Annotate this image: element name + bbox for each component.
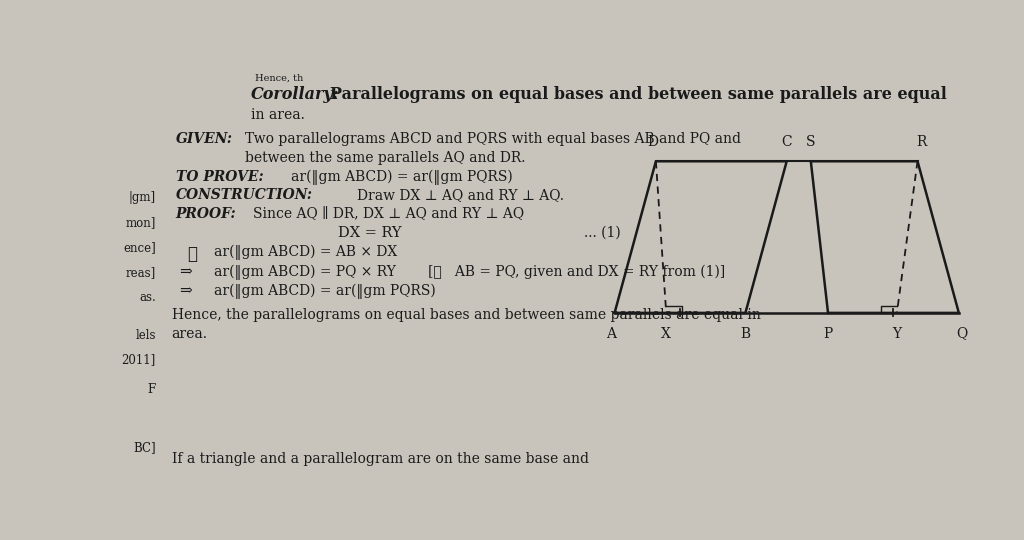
- Text: CONSTRUCTION:: CONSTRUCTION:: [176, 188, 312, 202]
- Text: mon]: mon]: [125, 217, 156, 230]
- Text: reas]: reas]: [126, 266, 156, 279]
- Text: ∴: ∴: [187, 246, 198, 262]
- Text: ⇒: ⇒: [179, 265, 193, 279]
- Text: in area.: in area.: [251, 109, 305, 123]
- Text: Parallelograms on equal bases and between same parallels are equal: Parallelograms on equal bases and betwee…: [331, 86, 947, 104]
- Text: Corollary:: Corollary:: [251, 86, 340, 104]
- Text: Q: Q: [956, 327, 968, 341]
- Text: ... (1): ... (1): [585, 226, 622, 240]
- Text: 2011]: 2011]: [122, 354, 156, 367]
- Text: |gm]: |gm]: [129, 191, 156, 204]
- Text: F: F: [147, 383, 156, 396]
- Text: DX = RY: DX = RY: [338, 226, 402, 240]
- Text: Hence, th: Hence, th: [255, 74, 303, 83]
- Text: Two parallelograms ABCD and PQRS with equal bases AB and PQ and: Two parallelograms ABCD and PQRS with eq…: [246, 132, 741, 146]
- Text: TO PROVE:: TO PROVE:: [176, 170, 263, 184]
- Text: B: B: [740, 327, 751, 341]
- Text: [∵   AB = PQ, given and DX = RY from (1)]: [∵ AB = PQ, given and DX = RY from (1)]: [428, 265, 725, 279]
- Text: S: S: [806, 135, 815, 149]
- Text: P: P: [823, 327, 833, 341]
- Text: R: R: [915, 135, 926, 149]
- Text: Draw DX ⊥ AQ and RY ⊥ AQ.: Draw DX ⊥ AQ and RY ⊥ AQ.: [356, 188, 563, 202]
- Text: ar(‖gm ABCD) = PQ × RY: ar(‖gm ABCD) = PQ × RY: [214, 265, 395, 280]
- Text: X: X: [662, 327, 671, 341]
- Text: ⇒: ⇒: [179, 284, 193, 298]
- Text: area.: area.: [172, 327, 208, 341]
- Text: C: C: [781, 135, 792, 149]
- Text: between the same parallels AQ and DR.: between the same parallels AQ and DR.: [246, 151, 526, 165]
- Text: lels: lels: [135, 328, 156, 342]
- Text: ar(‖gm ABCD) = ar(‖gm PQRS): ar(‖gm ABCD) = ar(‖gm PQRS): [214, 284, 435, 299]
- Text: A: A: [606, 327, 616, 341]
- Text: ar(‖gm ABCD) = AB × DX: ar(‖gm ABCD) = AB × DX: [214, 245, 397, 260]
- Text: D: D: [647, 135, 658, 149]
- Text: ence]: ence]: [123, 241, 156, 254]
- Text: Since AQ ∥ DR, DX ⊥ AQ and RY ⊥ AQ: Since AQ ∥ DR, DX ⊥ AQ and RY ⊥ AQ: [253, 207, 524, 221]
- Text: If a triangle and a parallelogram are on the same base and: If a triangle and a parallelogram are on…: [172, 453, 589, 467]
- Text: BC]: BC]: [133, 441, 156, 454]
- Text: ar(‖gm ABCD) = ar(‖gm PQRS): ar(‖gm ABCD) = ar(‖gm PQRS): [291, 170, 512, 185]
- Text: Hence, the parallelograms on equal bases and between same parallels are equal in: Hence, the parallelograms on equal bases…: [172, 308, 761, 322]
- Text: Y: Y: [892, 327, 901, 341]
- Text: as.: as.: [139, 291, 156, 304]
- Text: PROOF:: PROOF:: [176, 207, 237, 221]
- Text: GIVEN:: GIVEN:: [176, 132, 232, 146]
